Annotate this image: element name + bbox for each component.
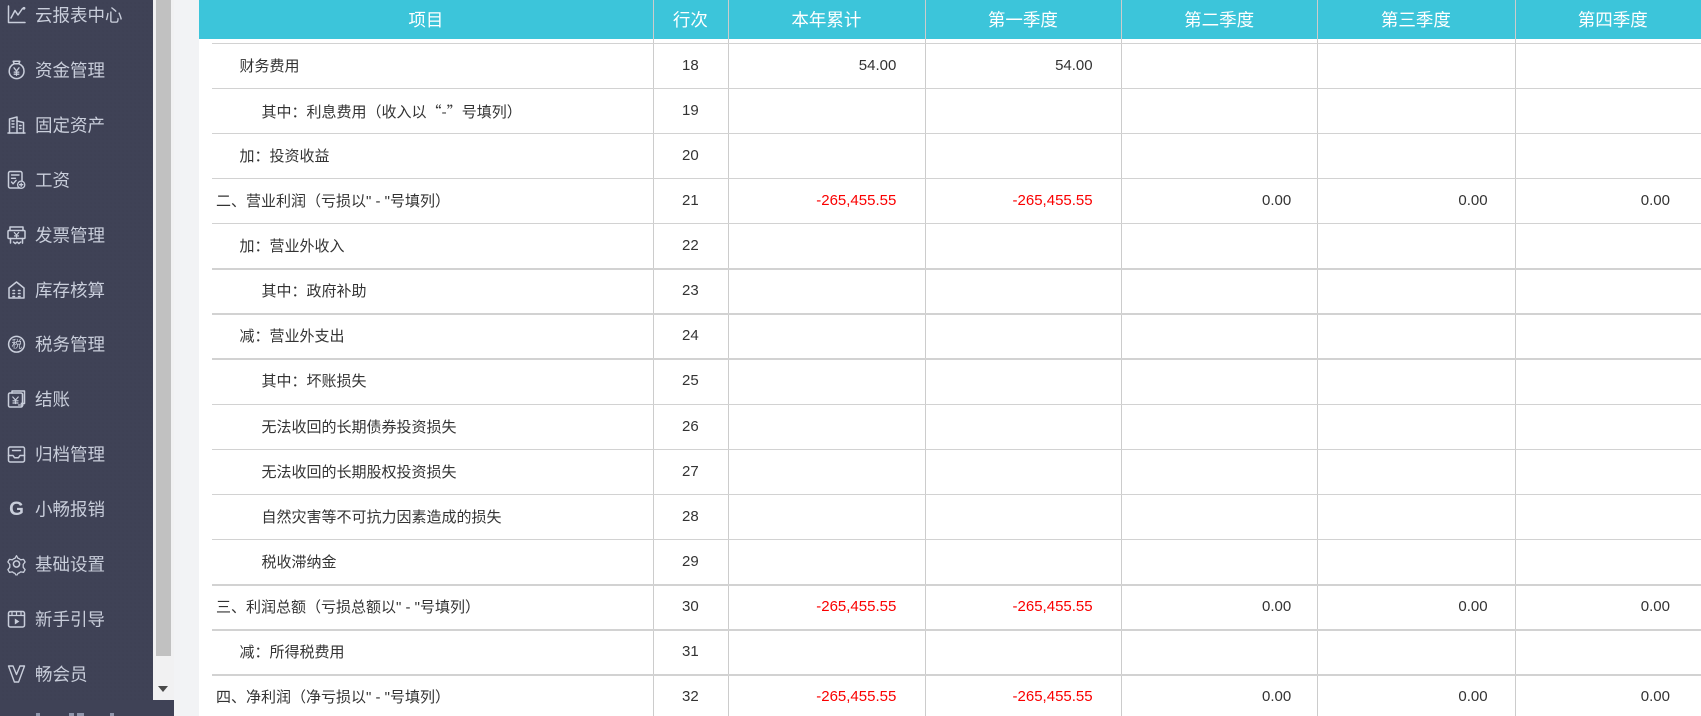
svg-text:G: G: [9, 499, 24, 520]
svg-text:税: 税: [11, 337, 22, 352]
